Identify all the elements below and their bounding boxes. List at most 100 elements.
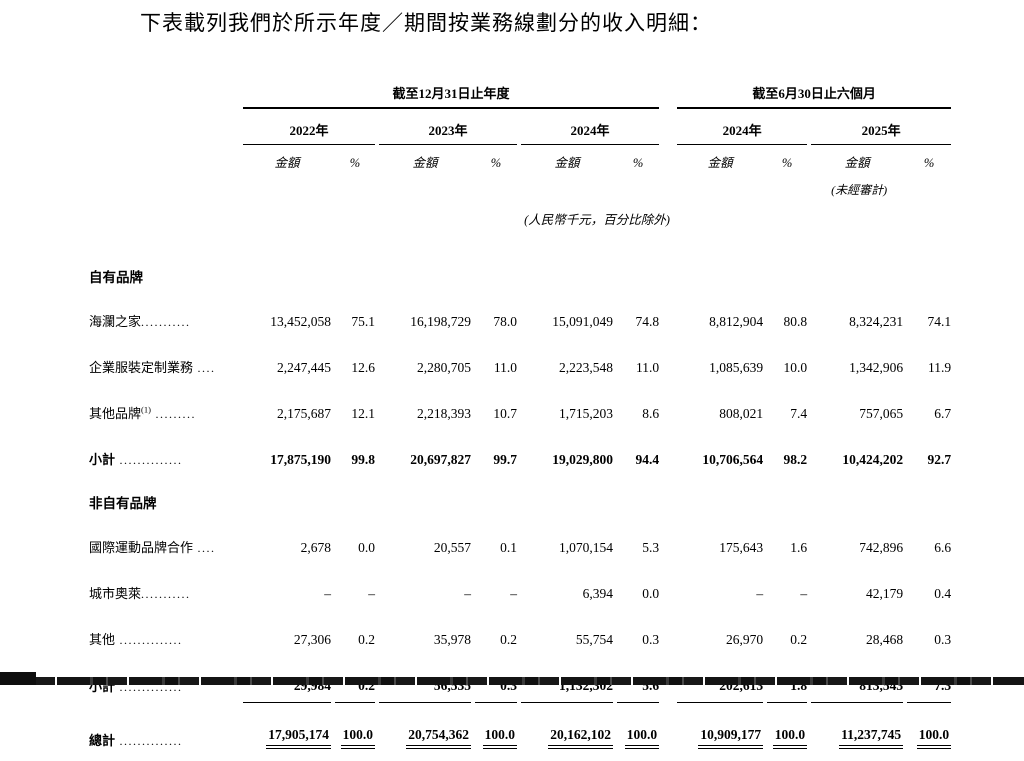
row-label: 其他品牌 <box>89 406 142 421</box>
percent-cell: 99.8 <box>351 452 375 467</box>
percent-cell: 6.6 <box>934 540 952 555</box>
note-spacer <box>89 173 763 198</box>
amount-cell: 1,715,203 <box>559 406 613 421</box>
dot-leader: .............. <box>115 633 183 647</box>
section-row-non-own-brands: 非自有品牌 <box>89 476 951 518</box>
column-spacer <box>663 518 673 564</box>
percent-cell: – <box>368 586 375 601</box>
amount-cell: 2,223,548 <box>559 360 613 375</box>
column-spacer <box>663 109 673 145</box>
year-header-row: 2022年 2023年 2024年 2024年 2025年 <box>89 109 952 145</box>
year-header-2022: 2022年 <box>243 109 375 145</box>
unit-note-row: (人民幣千元，百分比除外) <box>89 198 951 228</box>
percent-header: % <box>490 156 502 170</box>
amount-cell: 1,070,154 <box>559 540 613 555</box>
amount-header: 金額 <box>554 156 580 170</box>
amount-cell: 20,697,827 <box>410 452 471 467</box>
annual-period-header: 截至12月31日止年度 <box>243 72 660 109</box>
table-row-other-brands: 其他品牌(1) ......... 2,175,687 12.1 2,218,3… <box>89 384 951 430</box>
amount-cell: 1,342,906 <box>849 360 904 375</box>
percent-cell: 11.0 <box>493 360 517 375</box>
percent-cell: 80.8 <box>783 314 808 329</box>
amount-cell: 11,237,745 <box>811 703 904 761</box>
percent-cell: 74.8 <box>635 314 660 329</box>
column-spacer <box>663 610 673 656</box>
unaudited-note: (未經審計) <box>831 183 888 197</box>
amount-cell: 808,021 <box>719 406 764 421</box>
measure-header-row: 金額 % 金額 % 金額 % 金額 % 金額 % <box>89 145 951 173</box>
percent-cell: 0.2 <box>790 632 808 647</box>
amount-cell: 10,706,564 <box>702 452 764 467</box>
interim-period-header: 截至6月30日止六個月 <box>677 72 952 109</box>
amount-header: 金額 <box>844 156 870 170</box>
amount-cell: 26,970 <box>725 632 764 647</box>
table-row-hla: 海瀾之家........... 13,452,058 75.1 16,198,7… <box>89 292 951 338</box>
percent-cell: 0.2 <box>500 632 517 647</box>
column-spacer <box>663 145 673 173</box>
header-spacer <box>89 109 239 145</box>
cut-off-content-strip <box>0 677 1024 685</box>
column-spacer <box>663 430 673 476</box>
amount-cell: 1,085,639 <box>709 360 764 375</box>
amount-header: 金額 <box>274 156 300 170</box>
amount-cell: 16,198,729 <box>410 314 471 329</box>
percent-header: % <box>349 156 361 170</box>
percent-cell: 98.2 <box>783 452 808 467</box>
year-header-2024-interim: 2024年 <box>677 109 808 145</box>
period-header-row: 截至12月31日止年度 截至6月30日止六個月 <box>89 72 952 109</box>
percent-cell: 0.3 <box>934 632 952 647</box>
amount-cell: 55,754 <box>575 632 613 647</box>
dot-leader: .... <box>193 541 216 555</box>
amount-cell: 2,218,393 <box>417 406 471 421</box>
column-spacer <box>663 72 673 109</box>
dot-leader: .............. <box>115 453 183 467</box>
percent-header: % <box>923 156 935 170</box>
header-spacer <box>89 72 239 109</box>
table-row-urban-outlets: 城市奧萊........... – – – – 6,394 0.0 – – 42… <box>89 564 951 610</box>
intro-paragraph: 下表載列我們於所示年度／期間按業務線劃分的收入明細： <box>140 11 712 35</box>
percent-cell: 0.0 <box>642 586 660 601</box>
table-row-own-brands-subtotal: 小計 .............. 17,875,190 99.8 20,697… <box>89 430 951 476</box>
percent-cell: 75.1 <box>351 314 375 329</box>
amount-cell: 15,091,049 <box>552 314 613 329</box>
section-row-own-brands: 自有品牌 <box>89 250 951 292</box>
column-spacer <box>663 384 673 430</box>
dot-leader: ........... <box>141 587 191 601</box>
amount-cell: 20,754,362 <box>379 703 471 761</box>
column-spacer <box>663 564 673 610</box>
amount-cell: 8,812,904 <box>709 314 764 329</box>
header-spacer <box>89 145 239 173</box>
table-row-grand-total: 總計 .............. 17,905,174 100.0 20,75… <box>89 703 952 761</box>
percent-cell: – <box>510 586 517 601</box>
row-label: 國際運動品牌合作 <box>89 540 194 555</box>
amount-cell: 27,306 <box>293 632 331 647</box>
percent-cell: 1.6 <box>790 540 808 555</box>
amount-cell: 6,394 <box>582 586 613 601</box>
percent-cell: 92.7 <box>927 452 952 467</box>
dot-leader: .... <box>193 361 216 375</box>
amount-cell: – <box>464 586 471 601</box>
amount-cell: 10,424,202 <box>842 452 904 467</box>
percent-cell: 0.4 <box>934 586 952 601</box>
percent-cell: 94.4 <box>635 452 660 467</box>
row-label: 企業服裝定制業務 <box>89 360 194 375</box>
note-spacer <box>89 198 239 228</box>
year-header-2025-interim: 2025年 <box>811 109 952 145</box>
amount-cell: 742,896 <box>859 540 904 555</box>
spacer-row <box>89 228 951 250</box>
percent-cell: 0.0 <box>358 540 375 555</box>
amount-cell: 20,557 <box>433 540 471 555</box>
table-row-international-sports: 國際運動品牌合作 .... 2,678 0.0 20,557 0.1 1,070… <box>89 518 951 564</box>
percent-cell: 100.0 <box>335 703 375 761</box>
percent-cell: 0.2 <box>358 632 375 647</box>
section-label: 自有品牌 <box>89 270 143 285</box>
percent-header: % <box>632 156 644 170</box>
footnote-marker: (1) <box>141 404 151 415</box>
currency-unit-note: (人民幣千元，百分比除外) <box>524 213 670 227</box>
amount-cell: 175,643 <box>719 540 764 555</box>
percent-cell: 11.9 <box>927 360 952 375</box>
percent-cell: 10.0 <box>783 360 808 375</box>
amount-cell: 757,065 <box>859 406 904 421</box>
amount-header: 金額 <box>707 156 733 170</box>
amount-cell: 2,175,687 <box>277 406 331 421</box>
